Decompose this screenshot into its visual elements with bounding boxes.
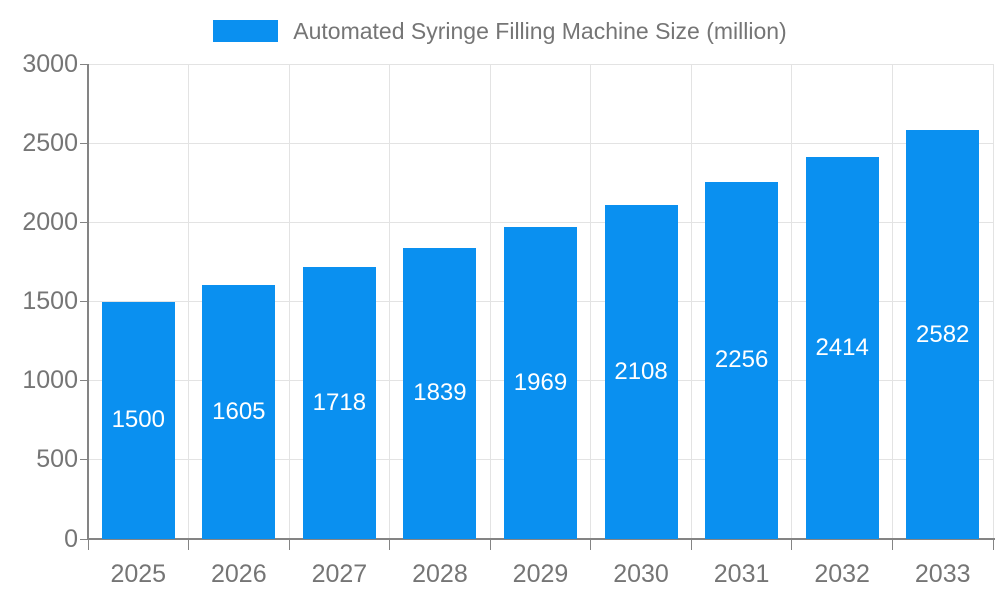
bar-value-label: 1969 [513,369,568,397]
y-axis-tick [80,63,88,65]
y-tick-label: 3000 [22,49,78,78]
legend-label: Automated Syringe Filling Machine Size (… [293,18,787,44]
y-tick-label: 2000 [22,207,78,236]
x-axis-tick [690,540,692,550]
x-axis-line [87,538,995,540]
y-axis-tick [80,459,88,461]
y-axis-tick [80,142,88,144]
x-tick-label-2027: 2027 [311,560,368,588]
bar-value-label: 2414 [815,333,869,361]
legend[interactable]: Automated Syringe Filling Machine Size (… [0,17,1000,45]
x-tick-label-2031: 2031 [713,560,770,588]
bar-2026[interactable] [202,284,276,539]
bar-2033[interactable] [906,130,980,539]
bar-value-label: 2256 [714,346,769,374]
x-tick-label-2030: 2030 [613,560,669,588]
x-tick-label-2025: 2025 [110,560,167,588]
y-axis-tick [80,380,88,382]
bar-2027[interactable] [302,266,376,539]
x-axis-tick [992,540,994,550]
bar-2028[interactable] [403,247,477,539]
legend-swatch-icon [213,20,279,42]
x-tick-label-2029: 2029 [512,560,569,588]
bar-value-label: 2582 [916,320,970,348]
y-tick-label: 1500 [22,287,78,315]
gridline-vertical [389,64,391,539]
y-axis-tick [80,538,88,540]
bar-value-label: 1718 [312,388,367,416]
bar-2030[interactable] [604,205,678,539]
y-axis-line [87,64,89,539]
x-tick-label-2026: 2026 [211,560,267,588]
bar-2031[interactable] [705,181,779,539]
bar-value-label: 1500 [111,406,165,434]
gridline-vertical [590,64,592,539]
y-tick-label: 1000 [22,366,78,395]
gridline-horizontal [88,221,993,223]
bar-value-label: 1605 [212,397,266,425]
x-axis-tick [389,540,391,550]
gridline-vertical [188,64,190,539]
bar-value-label: 1839 [413,379,467,407]
bar-2025[interactable] [101,301,175,539]
x-axis-tick [590,540,592,550]
gridline-vertical [690,64,692,539]
x-axis-tick [891,540,893,550]
y-tick-label: 0 [64,524,78,553]
x-axis-tick [288,540,290,550]
gridline-horizontal [88,142,993,144]
gridline-vertical [891,64,893,539]
gridline-vertical [489,64,491,539]
x-axis-tick [87,540,89,550]
x-axis-tick [188,540,190,550]
y-tick-label: 500 [36,445,78,474]
gridline-vertical [791,64,793,539]
bar-2029[interactable] [504,227,577,539]
gridline-horizontal [88,63,993,65]
y-tick-label: 2500 [22,128,78,157]
x-tick-label-2033: 2033 [914,560,971,588]
bar-2032[interactable] [805,156,879,539]
x-axis-tick [489,540,491,550]
bar-value-label: 2108 [614,358,668,386]
y-axis-tick [80,301,88,302]
x-axis-tick [791,540,793,550]
x-tick-label-2028: 2028 [412,560,468,588]
x-tick-label-2032: 2032 [814,560,870,588]
gridline-vertical [992,64,994,539]
gridline-vertical [288,64,290,539]
y-axis-tick [80,221,88,223]
